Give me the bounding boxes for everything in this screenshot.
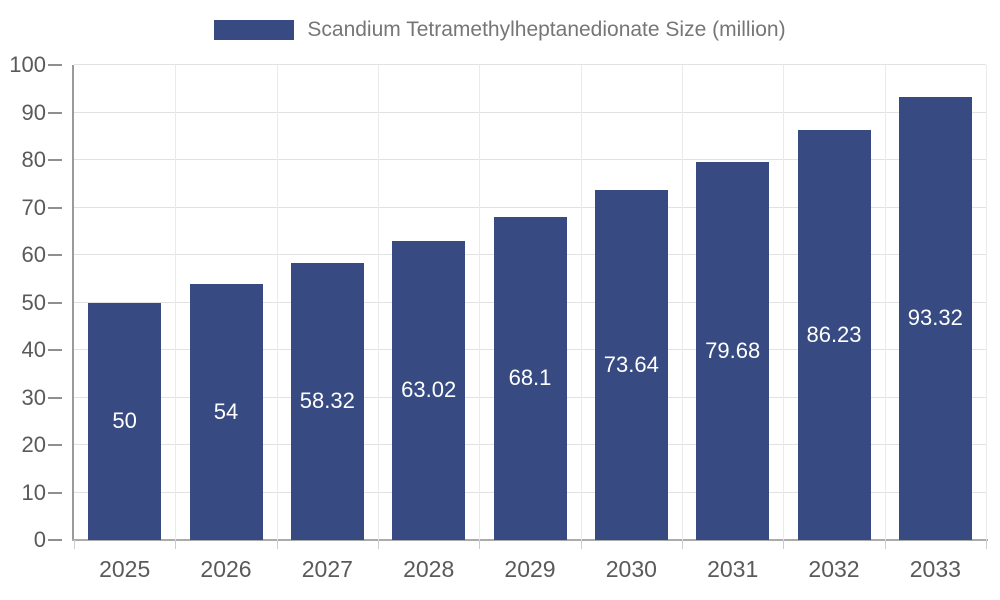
y-axis-tick (48, 111, 62, 114)
x-axis-tick (175, 540, 177, 549)
x-axis-tick (580, 540, 582, 549)
x-axis-tick (276, 540, 278, 549)
x-tick-label: 2025 (99, 556, 151, 582)
x-axis-tick (986, 540, 987, 549)
bar-value-label: 86.23 (806, 322, 862, 348)
gridline-vertical (378, 65, 379, 540)
y-axis-tick (48, 349, 62, 351)
gridline-horizontal (74, 111, 986, 113)
gridline-vertical (479, 65, 481, 540)
legend-swatch (214, 20, 295, 40)
bar: 54 (189, 283, 263, 540)
bar-value-label: 58.32 (299, 388, 355, 414)
gridline-vertical (175, 65, 177, 540)
bar: 68.1 (493, 216, 567, 540)
x-axis-tick (378, 540, 379, 549)
bar: 63.02 (392, 240, 466, 540)
gridline-vertical (783, 65, 785, 540)
gridline-vertical (884, 65, 886, 540)
y-tick-label: 80 (21, 147, 46, 172)
x-axis-tick (884, 540, 886, 549)
x-tick-label: 2026 (200, 556, 252, 582)
bar-value-label: 73.64 (603, 352, 659, 378)
y-axis-tick (48, 301, 62, 304)
x-axis-tick (479, 540, 481, 549)
y-axis-tick (48, 444, 62, 446)
legend: Scandium Tetramethylheptanedionate Size … (0, 16, 1000, 44)
x-axis-tick (74, 540, 75, 549)
y-axis-tick (48, 64, 62, 66)
bar: 93.32 (898, 96, 972, 540)
bar-value-label: 50 (112, 408, 137, 434)
bar-value-label: 68.1 (508, 365, 552, 391)
bar-value-label: 63.02 (401, 377, 457, 403)
bar: 86.23 (797, 130, 871, 540)
y-tick-label: 20 (21, 432, 46, 457)
x-tick-label: 2028 (403, 556, 455, 582)
y-tick-label: 90 (21, 99, 46, 125)
y-axis-tick (48, 159, 62, 161)
x-axis-tick (783, 540, 785, 549)
y-axis-tick (48, 539, 62, 541)
x-tick-label: 2029 (504, 556, 556, 582)
y-tick-label: 60 (21, 242, 46, 267)
x-tick-label: 2032 (808, 556, 860, 582)
x-tick-label: 2027 (301, 556, 353, 582)
x-tick-label: 2031 (707, 556, 759, 582)
y-axis-tick (48, 491, 62, 494)
gridline-horizontal (74, 64, 986, 65)
x-tick-label: 2030 (605, 556, 657, 582)
bar-value-label: 54 (213, 398, 239, 424)
x-axis-line (72, 539, 988, 541)
gridline-vertical (276, 65, 278, 540)
x-tick-label: 2033 (909, 556, 961, 582)
y-tick-label: 70 (21, 194, 46, 220)
y-tick-label: 100 (9, 52, 46, 77)
bar: 73.64 (594, 190, 668, 540)
y-tick-label: 50 (21, 289, 46, 315)
y-axis-tick (48, 206, 62, 209)
y-axis-tick (48, 254, 62, 256)
gridline-vertical (580, 65, 582, 540)
gridline-vertical (986, 65, 987, 540)
y-axis-line (72, 65, 74, 541)
gridline-horizontal (74, 159, 986, 160)
y-tick-label: 0 (33, 527, 46, 552)
gridline-horizontal (74, 206, 986, 208)
y-tick-label: 30 (21, 384, 46, 410)
bar: 79.68 (696, 161, 770, 540)
legend-label: Scandium Tetramethylheptanedionate Size … (307, 18, 786, 41)
y-tick-label: 10 (21, 479, 46, 505)
gridline-vertical (682, 65, 683, 540)
bar: 58.32 (290, 262, 364, 540)
bar-value-label: 79.68 (705, 337, 761, 363)
y-tick-label: 40 (21, 337, 46, 362)
y-axis-tick (48, 396, 62, 399)
bar-value-label: 93.32 (907, 305, 963, 331)
bar: 50 (88, 302, 162, 540)
x-axis-tick (682, 540, 683, 549)
